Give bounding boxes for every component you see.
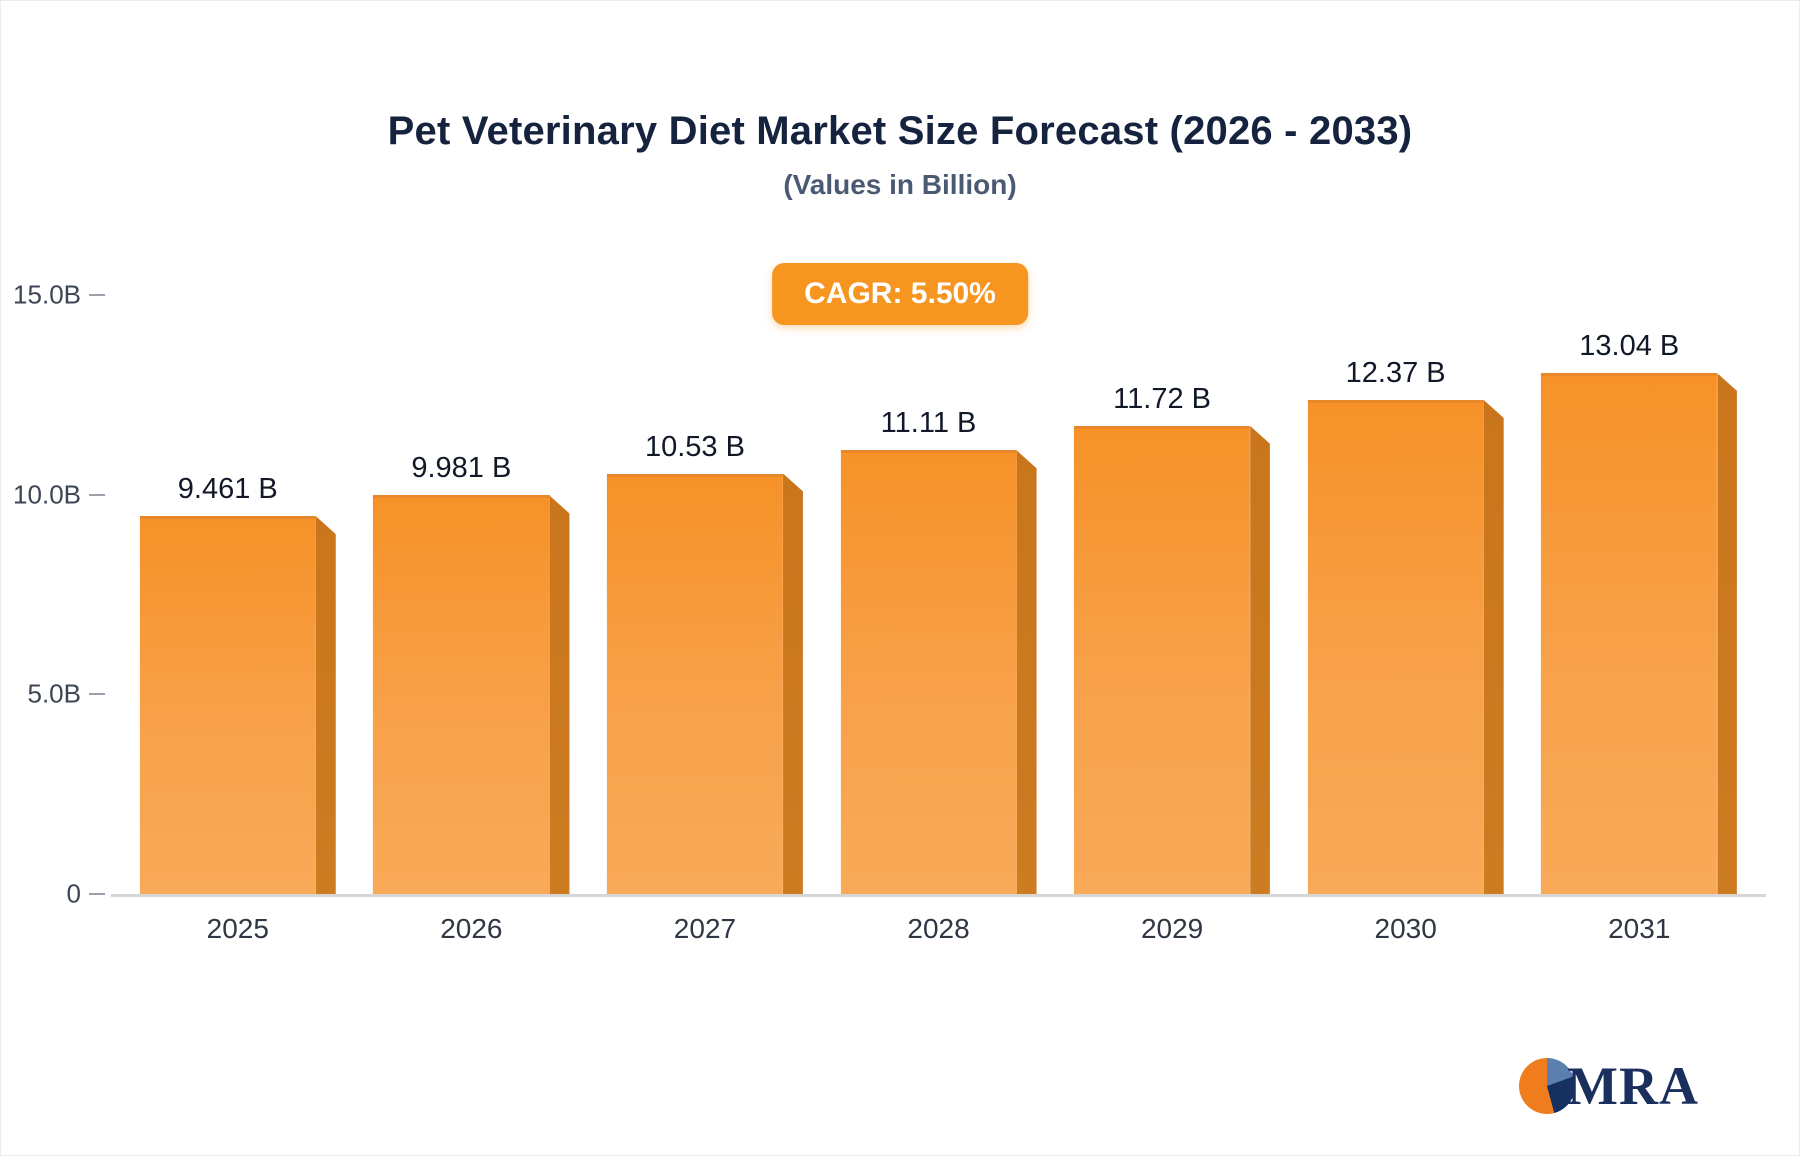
pie-chart-logo-icon [1519,1058,1576,1114]
chart-subtitle: (Values in Billion) [783,169,1017,200]
plot-area: 9.461 B 9.981 B 10.53 B 11.11 B 11.72 B 12.37… [13,280,1766,909]
bar-face [139,516,316,894]
bar-face [1307,400,1484,894]
x-axis-labels: 2025 2026 2027 2028 2029 2030 2031 [121,913,1756,945]
bar-value-label: 11.72 B [1113,382,1212,415]
x-axis-label: 2029 [1140,913,1204,944]
y-axis-tick [89,493,105,496]
bar-slot: 9.461 B [121,295,355,894]
bar: 10.53 B [606,431,804,894]
cagr-badge: CAGR: 5.50% [772,263,1028,325]
chart-title: Pet Veterinary Diet Market Size Forecast… [387,109,1413,153]
bar-value-label: 13.04 B [1579,330,1680,363]
x-axis-label: 2026 [440,913,503,944]
bar-face [1073,425,1251,894]
bar-3d-side [315,516,336,894]
bar-face [373,495,550,894]
x-axis-label: 2031 [1608,913,1671,944]
y-axis-tick [89,893,105,895]
bar-face [1541,373,1718,894]
bar: 11.72 B [1073,383,1271,894]
bar-value-label: 9.461 B [177,473,278,506]
x-axis-label: 2025 [206,913,269,944]
bar-face [606,473,784,894]
x-axis-label: 2028 [907,913,970,944]
bar-value-label: 12.37 B [1345,357,1446,390]
bar-slot: 12.37 B [1289,295,1523,894]
bar-value-label: 11.11 B [880,407,977,440]
x-axis-label: 2027 [673,913,737,944]
bar-3d-side [783,473,804,894]
bar-3d-side [549,495,570,894]
y-axis-label: 10.0B [13,479,81,510]
bar-slot: 11.72 B [1055,295,1289,894]
bar-value-label: 9.981 B [411,452,512,485]
bar-value-label: 10.53 B [644,430,745,463]
bar-3d-side [1717,373,1738,894]
bar-3d-side [1016,450,1037,894]
brand-logo: MRA [1519,1055,1699,1117]
brand-logo-text: MRA [1567,1056,1699,1116]
bar-face [840,450,1017,894]
bar-slot: 11.11 B [822,295,1056,894]
bar: 11.11 B [840,407,1037,894]
bar: 9.461 B [139,473,336,894]
y-axis-label: 5.0B [27,678,82,709]
bar-slot: 13.04 B [1522,295,1756,894]
y-axis-tick [89,693,105,696]
bar: 13.04 B [1541,330,1738,894]
y-axis-label: 0 [66,878,81,909]
bar: 9.981 B [373,452,570,894]
bar-3d-side [1483,400,1504,894]
y-axis-tick [89,294,105,296]
bar-3d-side [1250,425,1271,894]
bars: 9.461 B 9.981 B 10.53 B 11.11 B 11.72 B 12.37… [121,295,1756,894]
bar: 12.37 B [1307,357,1504,894]
bar-slot: 9.981 B [355,295,589,894]
x-axis-label: 2030 [1374,913,1437,944]
bar-slot: 10.53 B [588,295,822,894]
y-axis-label: 15.0B [13,279,81,310]
